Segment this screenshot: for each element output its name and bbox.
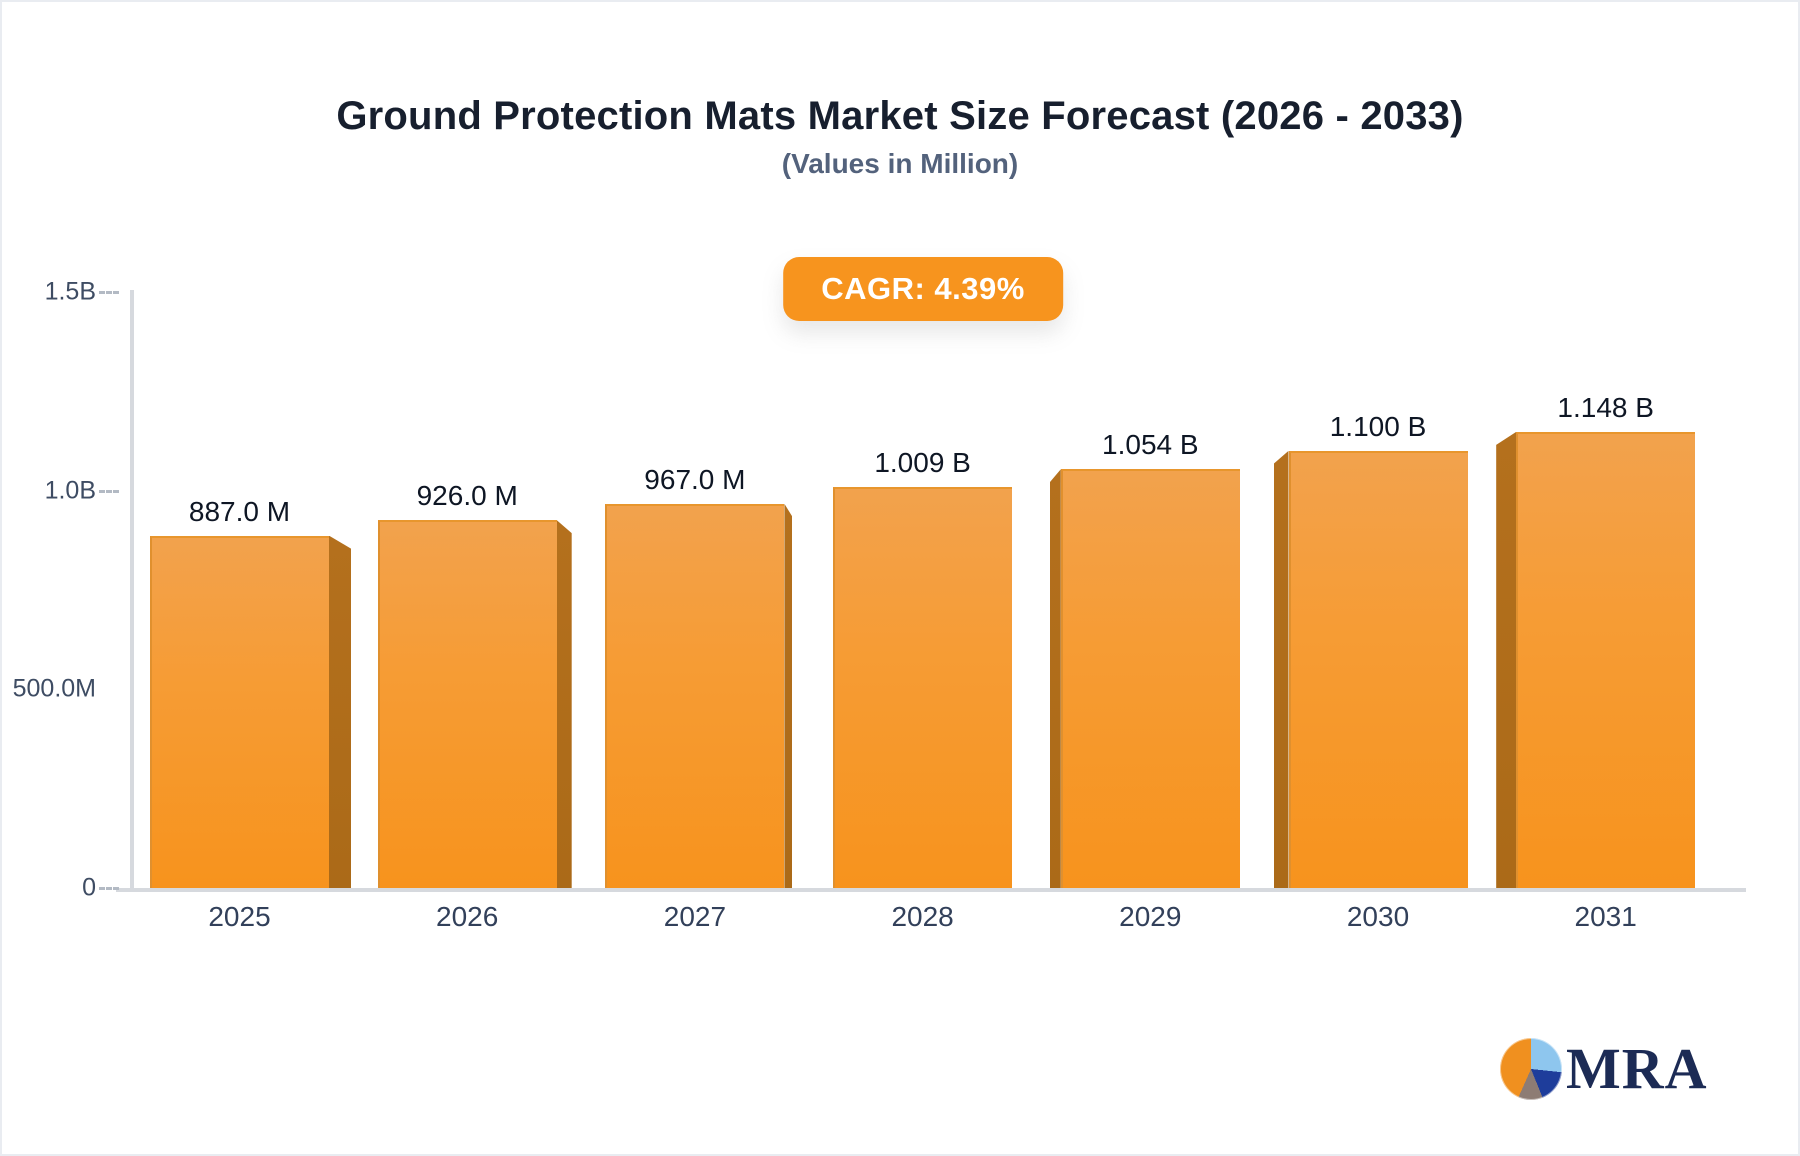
y-axis-tick (99, 291, 119, 294)
bar-value-label: 926.0 M (416, 480, 518, 512)
pie-chart-icon (1500, 1038, 1562, 1100)
x-axis-label: 2030 (1346, 901, 1410, 932)
cagr-badge: CAGR: 4.39% (783, 257, 1063, 321)
y-axis-tick (99, 489, 119, 493)
x-axis-label: 2031 (1574, 901, 1637, 932)
x-axis-label: 2025 (208, 901, 271, 932)
bar-2029 (1060, 469, 1240, 888)
x-axis-label: 2027 (663, 901, 727, 932)
bar-2028 (833, 487, 1013, 888)
bar-value-label: 1.148 B (1557, 391, 1654, 423)
bar-side-face (1496, 431, 1517, 888)
bar-side-face (1273, 450, 1289, 888)
bar-value-label: 1.009 B (874, 447, 971, 479)
y-axis-label: 1.5B (44, 277, 96, 306)
bar-2025 (150, 535, 329, 888)
brand-logo: MRA (1500, 1038, 1708, 1100)
x-axis-label: 2028 (891, 901, 954, 932)
chart-subtitle: (Values in Million) (781, 148, 1019, 179)
x-axis-line (116, 888, 1746, 892)
bar-side-face (556, 520, 572, 888)
bar-side-face (329, 535, 351, 888)
bar-2030 (1288, 450, 1468, 888)
y-axis-label: 1.0B (44, 476, 96, 505)
bar-2027 (605, 503, 785, 888)
bar-2031 (1516, 431, 1696, 888)
bar-value-label: 887.0 M (188, 495, 291, 527)
y-axis-tick (99, 887, 119, 890)
bar-value-label: 1.100 B (1329, 410, 1427, 442)
x-axis-label: 2026 (436, 901, 499, 932)
logo-text: MRA (1566, 1036, 1708, 1101)
x-axis-label: 2029 (1119, 901, 1182, 932)
chart-title: Ground Protection Mats Market Size Forec… (336, 94, 1464, 138)
bar-value-label: 1.054 B (1102, 429, 1199, 461)
bar-value-label: 967.0 M (644, 463, 746, 495)
bar-side-face (1049, 469, 1061, 888)
bar-side-face (784, 503, 793, 888)
y-axis-label: 500.0M (12, 674, 96, 703)
bar-2026 (377, 520, 557, 888)
y-axis-line (130, 290, 134, 891)
y-axis-label: 0 (82, 873, 96, 902)
